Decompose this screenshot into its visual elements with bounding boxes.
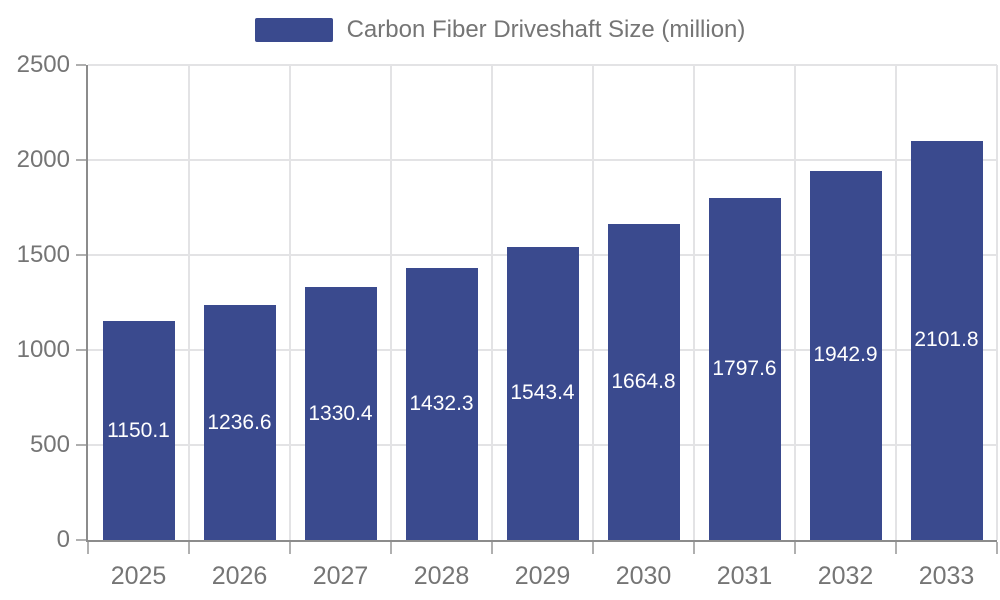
y-axis-tick (76, 349, 86, 351)
bar (203, 305, 276, 540)
x-axis-tick (491, 542, 493, 554)
bar-value-label: 1236.6 (207, 410, 272, 434)
bar-value-label: 1432.3 (409, 391, 474, 415)
gridline-horizontal (88, 64, 997, 66)
bar-value-label: 1942.9 (813, 343, 878, 367)
legend-label: Carbon Fiber Driveshaft Size (million) (346, 16, 746, 43)
x-axis-tick (794, 542, 796, 554)
x-tick-label: 2030 (615, 562, 672, 590)
x-tick-label: 2025 (110, 562, 167, 590)
y-tick-label: 0 (56, 526, 70, 553)
gridline-vertical (491, 65, 493, 540)
y-axis-tick (76, 539, 86, 541)
bar (607, 223, 680, 540)
x-tick-label: 2027 (312, 562, 369, 590)
bar (708, 198, 781, 540)
y-axis-tick (76, 254, 86, 256)
y-tick-label: 2500 (16, 51, 70, 78)
x-axis-tick (693, 542, 695, 554)
x-axis-tick (390, 542, 392, 554)
x-axis-tick (289, 542, 291, 554)
gridline-vertical (188, 65, 190, 540)
bar-value-label: 2101.8 (914, 328, 979, 352)
bar (304, 287, 377, 540)
bar (405, 267, 478, 540)
bar (910, 140, 983, 540)
y-tick-label: 2000 (16, 146, 70, 173)
y-axis-tick (76, 444, 86, 446)
bar (102, 321, 175, 540)
y-axis-tick (76, 159, 86, 161)
gridline-horizontal (88, 159, 997, 161)
x-axis-tick (592, 542, 594, 554)
x-tick-label: 2031 (716, 562, 773, 590)
bar-value-label: 1150.1 (107, 418, 170, 442)
bar-value-label: 1797.6 (712, 357, 777, 381)
x-axis-tick (188, 542, 190, 554)
x-axis-tick (895, 542, 897, 554)
plot-area: 0 500 1000 1500 2000 2500 1150.1 2025 1236.6 2026… (17, 51, 998, 590)
x-tick-label: 2026 (211, 562, 268, 590)
y-axis-line (86, 65, 88, 542)
bar-value-label: 1543.4 (510, 381, 575, 405)
y-tick-label: 1000 (16, 336, 70, 363)
x-tick-label: 2032 (817, 562, 874, 590)
gridline-vertical (996, 65, 998, 540)
x-tick-label: 2029 (514, 562, 571, 590)
bar-value-label: 1330.4 (308, 401, 373, 425)
legend[interactable]: Carbon Fiber Driveshaft Size (million) (0, 16, 1000, 44)
y-tick-label: 500 (29, 431, 70, 458)
bar (809, 170, 882, 540)
y-axis-tick (76, 64, 86, 66)
bar-value-label: 1664.8 (611, 369, 676, 393)
x-axis-tick (996, 542, 998, 554)
gridline-vertical (390, 65, 392, 540)
legend-swatch (254, 18, 333, 42)
gridline-vertical (895, 65, 897, 540)
y-tick-label: 1500 (16, 241, 70, 268)
gridline-vertical (693, 65, 695, 540)
gridline-vertical (794, 65, 796, 540)
x-axis-tick (87, 542, 89, 554)
bar (506, 246, 579, 540)
x-tick-label: 2033 (918, 562, 975, 590)
gridline-vertical (289, 65, 291, 540)
x-tick-label: 2028 (413, 562, 470, 590)
gridline-vertical (592, 65, 594, 540)
x-axis-line (86, 540, 997, 542)
